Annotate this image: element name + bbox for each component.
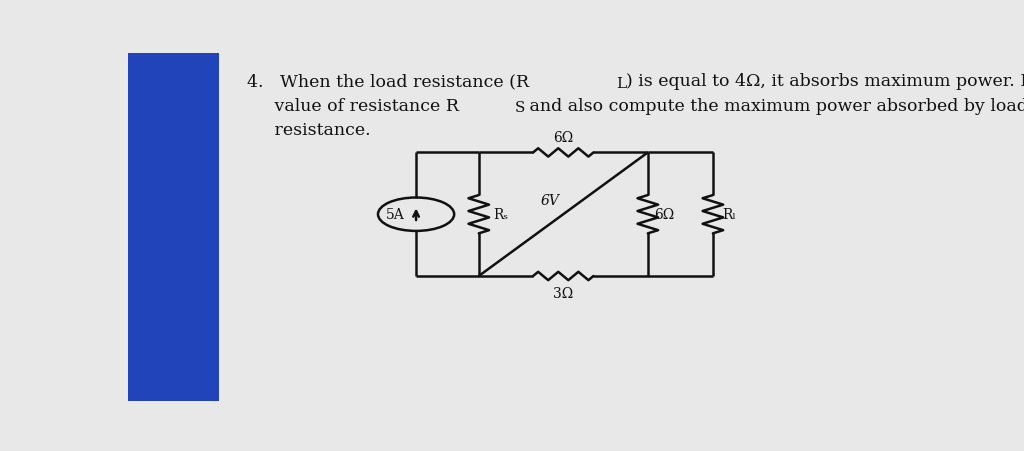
Text: 6Ω: 6Ω [654,208,675,222]
Text: 6V: 6V [541,194,559,208]
Text: ) is equal to 4Ω, it absorbs maximum power. Find the: ) is equal to 4Ω, it absorbs maximum pow… [627,73,1024,90]
Text: resistance.: resistance. [247,122,371,139]
Text: Rₛ: Rₛ [494,208,508,222]
Text: Rₗ: Rₗ [722,208,736,222]
Text: 3Ω: 3Ω [553,287,573,301]
Text: 4.   When the load resistance (R: 4. When the load resistance (R [247,73,529,90]
Text: value of resistance R: value of resistance R [247,97,459,115]
Bar [128,54,219,401]
Text: and also compute the maximum power absorbed by load: and also compute the maximum power absor… [524,97,1024,115]
Text: 6Ω: 6Ω [553,130,573,144]
Text: L: L [616,77,627,91]
Text: 5A: 5A [385,208,404,222]
Text: S: S [514,101,525,115]
